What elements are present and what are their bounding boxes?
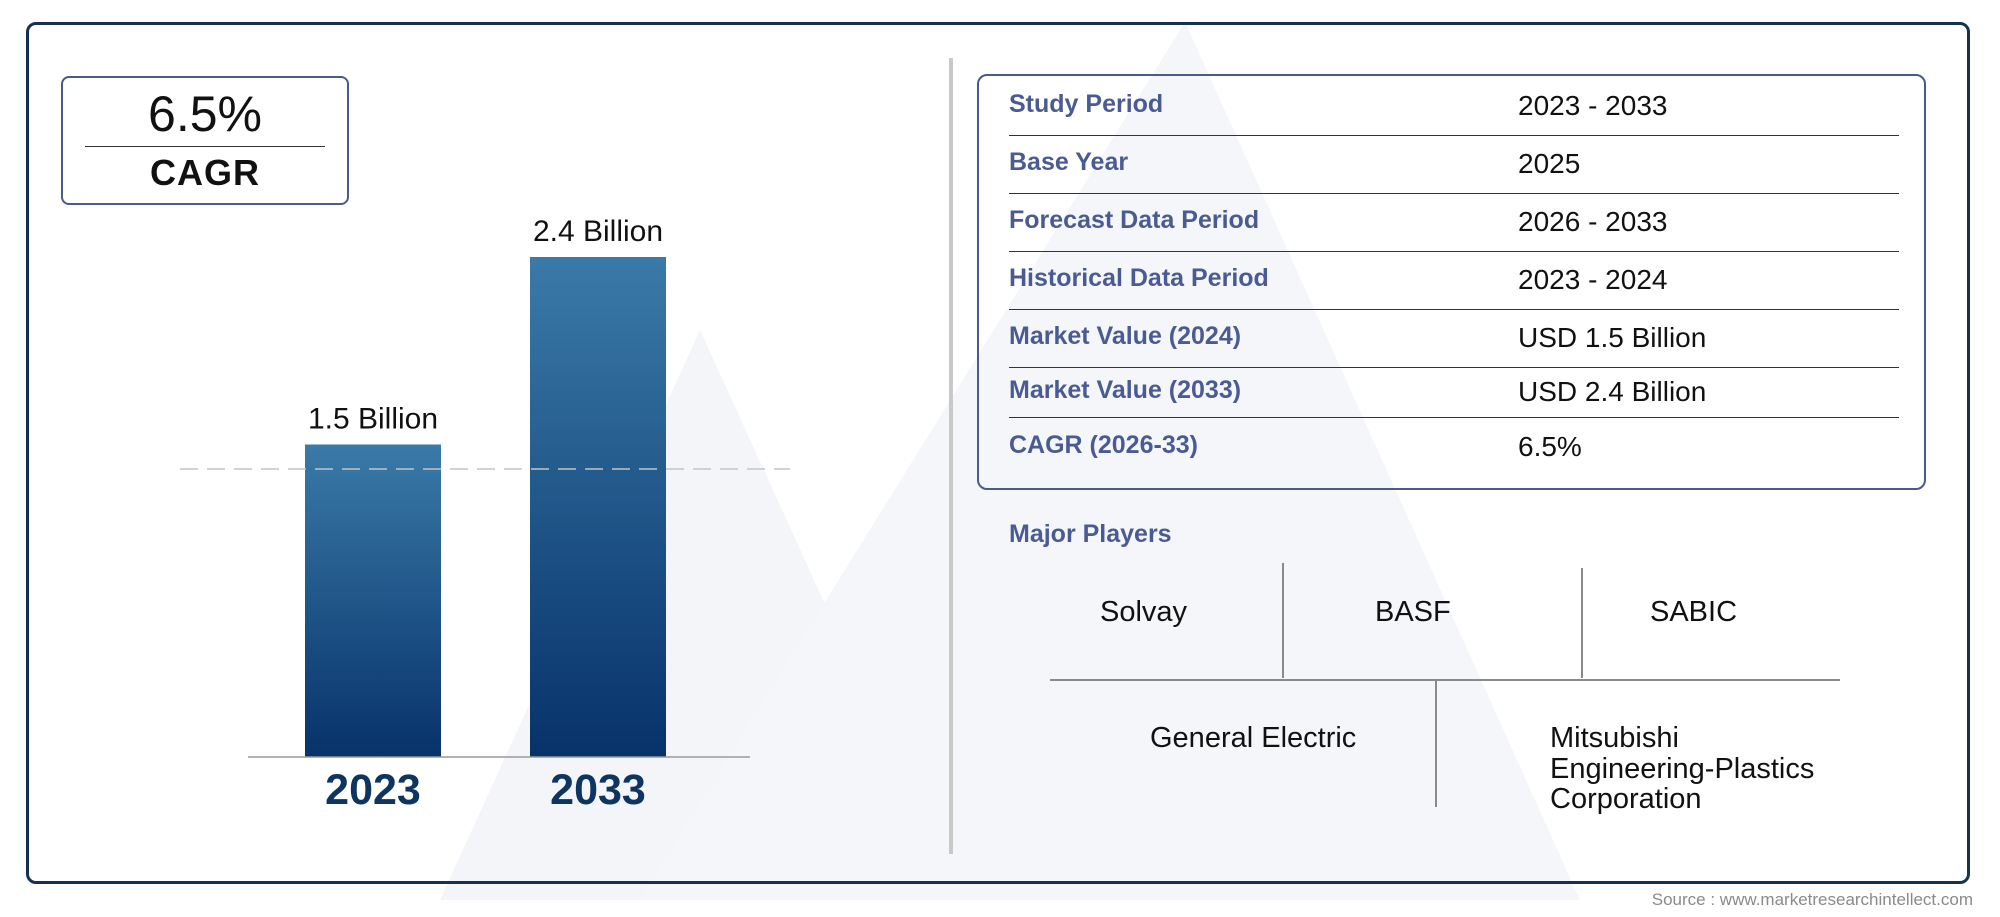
- major-players-title: Major Players: [1009, 520, 1172, 548]
- player-name: General Electric: [1150, 722, 1357, 754]
- info-value: USD 2.4 Billion: [1518, 376, 1707, 407]
- cagr-divider: [85, 146, 325, 147]
- info-key: CAGR (2026-33): [1009, 431, 1198, 459]
- player-name: BASF: [1375, 596, 1451, 628]
- info-value: 2023 - 2033: [1518, 90, 1668, 121]
- info-row: Forecast Data Period 2026 - 2033: [1009, 194, 1899, 252]
- cagr-box: 6.5% CAGR: [61, 76, 349, 205]
- info-row: Market Value (2033) USD 2.4 Billion: [1009, 368, 1899, 418]
- cagr-label: CAGR: [150, 152, 260, 193]
- info-row: CAGR (2026-33) 6.5%: [1009, 419, 1899, 476]
- player-divider: [1581, 568, 1583, 678]
- info-key: Base Year: [1009, 148, 1129, 176]
- player-divider: [1050, 679, 1840, 681]
- info-table: Study Period 2023 - 2033 Base Year 2025 …: [977, 74, 1926, 490]
- player-name: Mitsubishi Engineering-Plastics Corporat…: [1550, 723, 1814, 815]
- info-value: USD 1.5 Billion: [1518, 322, 1707, 353]
- info-key: Forecast Data Period: [1009, 206, 1260, 234]
- bar-2023: [305, 444, 441, 757]
- info-value: 2023 - 2024: [1518, 264, 1668, 295]
- info-value: 6.5%: [1518, 431, 1582, 462]
- player-name: SABIC: [1650, 596, 1738, 628]
- info-row: Market Value (2024) USD 1.5 Billion: [1009, 310, 1899, 368]
- x-tick-label: 2033: [550, 766, 646, 814]
- info-row: Study Period 2023 - 2033: [1009, 78, 1899, 136]
- bar-2033: [530, 257, 666, 757]
- player-divider: [1282, 563, 1284, 678]
- player-divider: [1435, 681, 1437, 807]
- player-name-line: Mitsubishi: [1550, 722, 1679, 754]
- info-row: Historical Data Period 2023 - 2024: [1009, 252, 1899, 310]
- info-row: Base Year 2025: [1009, 136, 1899, 194]
- player-name: Solvay: [1100, 596, 1188, 628]
- bar-value-label: 1.5 Billion: [308, 403, 438, 436]
- x-tick-label: 2023: [325, 766, 421, 814]
- info-key: Market Value (2024): [1009, 322, 1242, 350]
- player-name-line: Engineering-Plastics: [1550, 752, 1815, 785]
- vertical-divider: [949, 58, 953, 854]
- info-value: 2026 - 2033: [1518, 206, 1668, 237]
- source-note: Source : www.marketresearchintellect.com: [1651, 890, 1973, 909]
- info-key: Market Value (2033): [1009, 376, 1242, 404]
- info-key: Historical Data Period: [1009, 264, 1269, 292]
- bar-chart: 1.5 Billion 2023 2.4 Billion 2033: [180, 215, 790, 814]
- outer-frame: [26, 22, 1970, 884]
- bar-value-label: 2.4 Billion: [533, 215, 663, 248]
- info-key: Study Period: [1009, 90, 1164, 118]
- player-name-line: Corporation: [1550, 783, 1702, 816]
- info-value: 2025: [1518, 148, 1581, 179]
- cagr-value: 6.5%: [148, 86, 262, 142]
